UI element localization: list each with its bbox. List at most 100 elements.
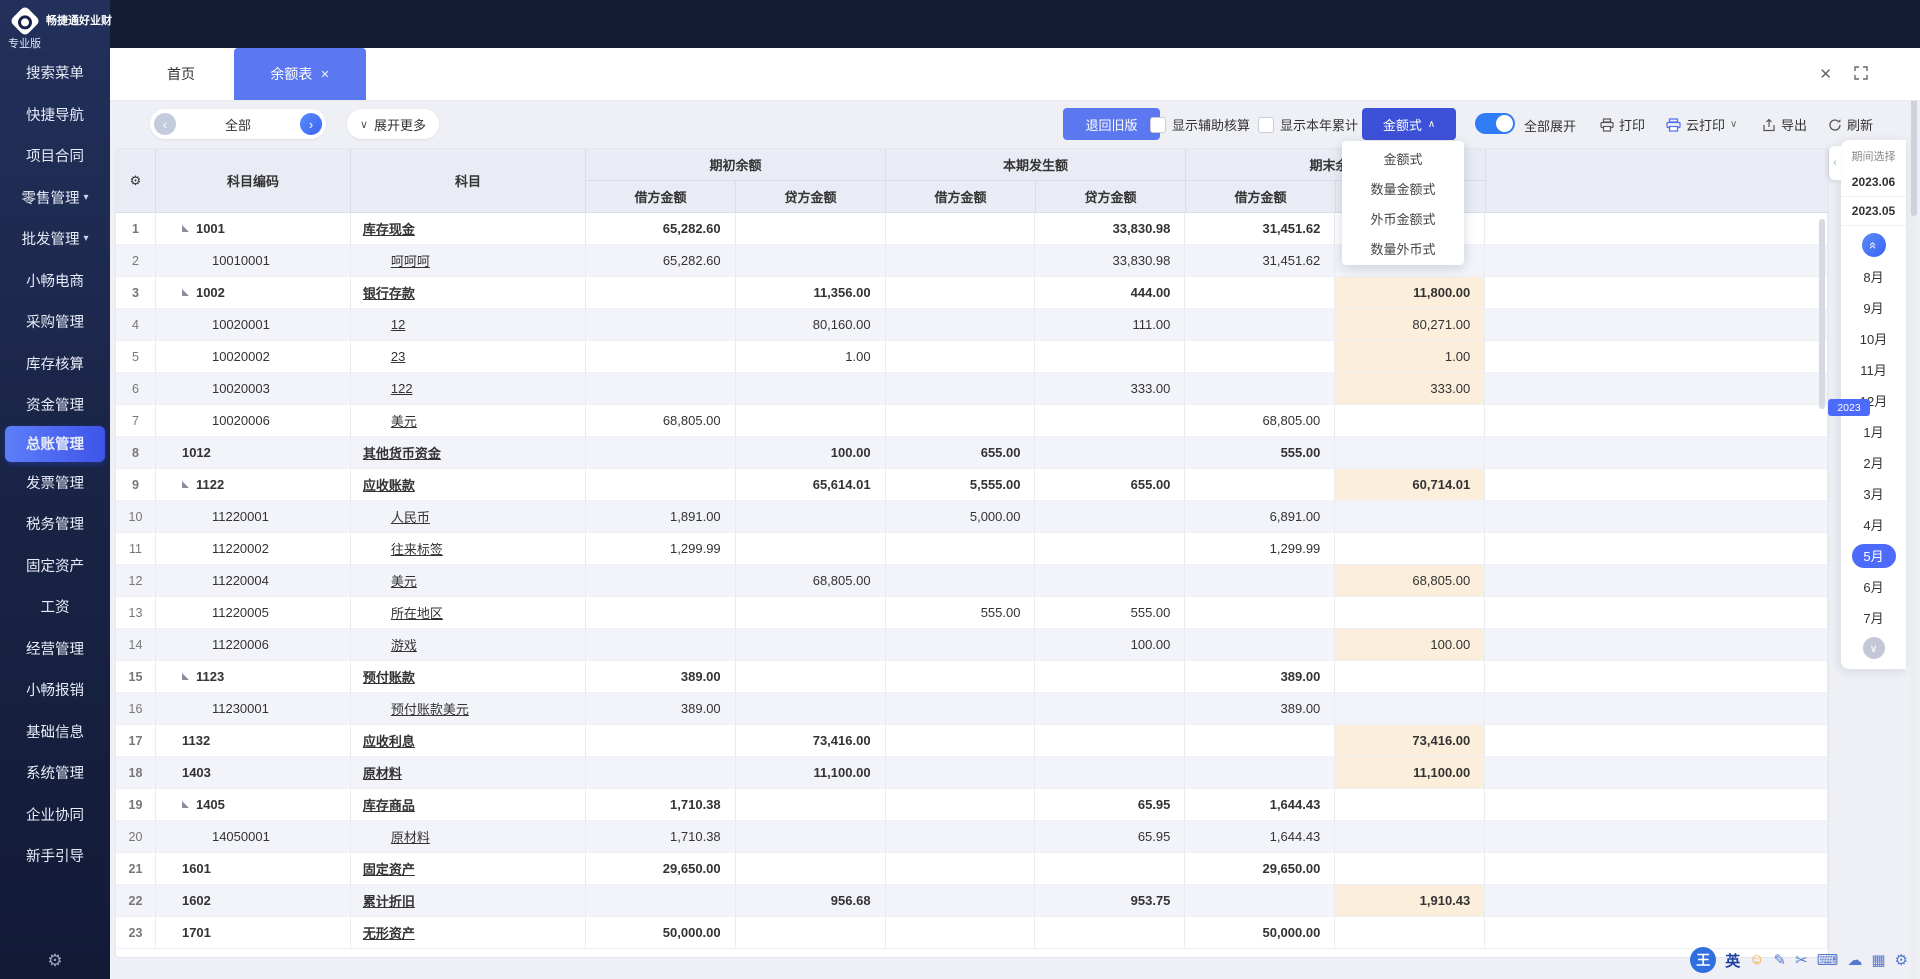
month-item-11月[interactable]: 11月: [1860, 363, 1887, 378]
table-row[interactable]: 12 11220004 美元 68,805.00 68,805.00: [116, 565, 1828, 597]
expand-all-toggle[interactable]: [1475, 113, 1515, 134]
table-row[interactable]: 6 10020003 122 333.00 333.00: [116, 373, 1828, 405]
page-scrollbar-thumb[interactable]: [1911, 56, 1917, 216]
expand-triangle-icon[interactable]: [181, 673, 189, 680]
table-row[interactable]: 13 11220005 所在地区 555.00 555.00: [116, 597, 1828, 629]
expand-triangle-icon[interactable]: [181, 289, 189, 296]
expand-triangle-icon[interactable]: [181, 481, 189, 488]
cloud-icon[interactable]: ☁: [1847, 952, 1863, 969]
account-name-link[interactable]: 固定资产: [362, 862, 415, 877]
table-row[interactable]: 5 10020002 23 1.00 1.00: [116, 341, 1828, 373]
export-button[interactable]: 导出: [1762, 115, 1807, 134]
panel-collapse-icon[interactable]: ‹: [1829, 146, 1841, 180]
sidebar-item-总账管理[interactable]: 总账管理: [5, 425, 105, 462]
account-name-link[interactable]: 12: [390, 317, 406, 332]
sidebar-item-企业协同[interactable]: 企业协同: [0, 794, 110, 836]
print-button[interactable]: 打印: [1600, 115, 1645, 134]
table-row[interactable]: 7 10020006 美元 68,805.00 68,805.00: [116, 405, 1828, 437]
table-row[interactable]: 17 1132 应收利息 73,416.00 73,416.00: [116, 725, 1828, 757]
month-item-8月[interactable]: 8月: [1863, 270, 1884, 285]
account-name-link[interactable]: 23: [390, 349, 406, 364]
close-icon[interactable]: ✕: [320, 68, 330, 81]
ime-language-indicator[interactable]: 英: [1725, 952, 1741, 970]
page-scrollbar[interactable]: [1910, 48, 1918, 979]
table-row[interactable]: 16 11230001 预付账款美元 389.00 389.00: [116, 693, 1828, 725]
sidebar-settings-gear-icon[interactable]: ⚙: [47, 951, 63, 970]
sidebar-item-库存核算[interactable]: 库存核算: [0, 343, 110, 385]
sidebar-item-固定资产[interactable]: 固定资产: [0, 545, 110, 587]
table-row[interactable]: 10 11220001 人民币 1,891.00 5,000.00 6,891.00: [116, 501, 1828, 533]
account-name-link[interactable]: 往来标签: [390, 542, 443, 557]
account-name-link[interactable]: 原材料: [362, 766, 402, 781]
month-item-4月[interactable]: 4月: [1863, 518, 1884, 533]
format-dropdown-button[interactable]: 金额式 ∧: [1362, 108, 1456, 140]
checkbox-ytd[interactable]: 显示本年累计: [1258, 115, 1358, 134]
sidebar-item-经营管理[interactable]: 经营管理: [0, 628, 110, 670]
account-name-link[interactable]: 预付账款: [362, 670, 415, 685]
account-name-link[interactable]: 库存商品: [362, 798, 415, 813]
table-row[interactable]: 2 10010001 呵呵呵 65,282.60 33,830.98 31,451.62: [116, 245, 1828, 277]
table-row[interactable]: 15 1123 预付账款 389.00 389.00: [116, 661, 1828, 693]
account-name-link[interactable]: 库存现金: [362, 222, 415, 237]
sidebar-item-快捷导航[interactable]: 快捷导航: [0, 94, 110, 136]
checkbox-aux-accounting[interactable]: 显示辅助核算: [1150, 115, 1250, 134]
table-row[interactable]: 21 1601 固定资产 29,650.00 29,650.00: [116, 853, 1828, 885]
account-name-link[interactable]: 人民币: [390, 510, 430, 525]
keyboard-icon[interactable]: ⌨: [1816, 952, 1839, 969]
prev-icon[interactable]: ‹: [154, 113, 176, 135]
scroll-up-button[interactable]: «: [1861, 233, 1886, 257]
format-option-数量外币式[interactable]: 数量外币式: [1370, 241, 1436, 257]
account-name-link[interactable]: 预付账款美元: [390, 702, 469, 717]
table-row[interactable]: 8 1012 其他货币资金 100.00 655.00 555.00: [116, 437, 1828, 469]
table-row[interactable]: 22 1602 累计折旧 956.68 953.75 1,910.43: [116, 885, 1828, 917]
sidebar-item-搜索菜单[interactable]: 搜索菜单: [0, 52, 110, 94]
account-name-link[interactable]: 应收账款: [362, 478, 415, 493]
pen-icon[interactable]: ✎: [1773, 952, 1787, 969]
next-icon[interactable]: ›: [299, 113, 322, 135]
sidebar-item-批发管理[interactable]: 批发管理 ▾: [0, 218, 110, 260]
sidebar-item-工资[interactable]: 工资: [0, 586, 110, 628]
table-row[interactable]: 1 1001 库存现金 65,282.60 33,830.98 31,451.62: [116, 213, 1828, 245]
month-item-1月[interactable]: 1月: [1863, 425, 1884, 440]
period-item-2023.06[interactable]: 2023.06: [1841, 168, 1906, 197]
ime-logo-icon[interactable]: 王: [1690, 947, 1717, 973]
cloud-print-button[interactable]: 云打印 ∨: [1666, 115, 1737, 134]
account-name-link[interactable]: 应收利息: [362, 734, 415, 749]
tab-余额表[interactable]: 余额表 ✕: [234, 48, 366, 100]
sidebar-item-税务管理[interactable]: 税务管理: [0, 503, 110, 545]
grid-icon[interactable]: ▦: [1871, 952, 1886, 969]
table-row[interactable]: 14 11220006 游戏 100.00 100.00: [116, 629, 1828, 661]
month-item-10月[interactable]: 10月: [1859, 332, 1888, 347]
sidebar-item-新手引导[interactable]: 新手引导: [0, 835, 110, 877]
expand-triangle-icon[interactable]: [181, 225, 189, 232]
month-item-3月[interactable]: 3月: [1863, 487, 1884, 502]
account-name-link[interactable]: 银行存款: [362, 286, 415, 301]
sidebar-item-基础信息[interactable]: 基础信息: [0, 711, 110, 753]
back-to-old-button[interactable]: 退回旧版: [1063, 108, 1160, 140]
month-item-5月[interactable]: 5月: [1841, 540, 1906, 571]
account-name-link[interactable]: 美元: [390, 574, 417, 589]
sidebar-item-小畅报销[interactable]: 小畅报销: [0, 669, 110, 711]
expand-more-button[interactable]: ∨ 展开更多: [347, 109, 439, 139]
format-option-数量金额式[interactable]: 数量金额式: [1370, 181, 1436, 197]
account-name-link[interactable]: 累计折旧: [362, 894, 415, 909]
account-name-link[interactable]: 无形资产: [362, 926, 415, 941]
tab-首页[interactable]: 首页: [128, 48, 234, 100]
sidebar-item-小畅电商[interactable]: 小畅电商: [0, 260, 110, 302]
month-item-9月[interactable]: 9月: [1863, 301, 1884, 316]
sidebar-item-零售管理[interactable]: 零售管理 ▾: [0, 177, 110, 219]
format-option-外币金额式[interactable]: 外币金额式: [1370, 211, 1436, 227]
settings-gear-icon[interactable]: ⚙: [1894, 952, 1908, 969]
table-row[interactable]: 3 1002 银行存款 11,356.00 444.00 11,800.00: [116, 277, 1828, 309]
table-row[interactable]: 23 1701 无形资产 50,000.00 50,000.00: [116, 917, 1828, 949]
account-name-link[interactable]: 原材料: [390, 830, 430, 845]
account-name-link[interactable]: 美元: [390, 414, 417, 429]
table-row[interactable]: 9 1122 应收账款 65,614.01 5,555.00 655.00 60,714.0…: [116, 469, 1828, 501]
account-name-link[interactable]: 122: [390, 381, 413, 396]
sidebar-item-资金管理[interactable]: 资金管理: [0, 384, 110, 426]
account-name-link[interactable]: 呵呵呵: [390, 254, 430, 269]
scissors-icon[interactable]: ✂: [1795, 952, 1808, 969]
account-name-link[interactable]: 其他货币资金: [362, 446, 441, 461]
month-item-6月[interactable]: 6月: [1863, 580, 1884, 595]
table-row[interactable]: 4 10020001 12 80,160.00 111.00 80,271.00: [116, 309, 1828, 341]
